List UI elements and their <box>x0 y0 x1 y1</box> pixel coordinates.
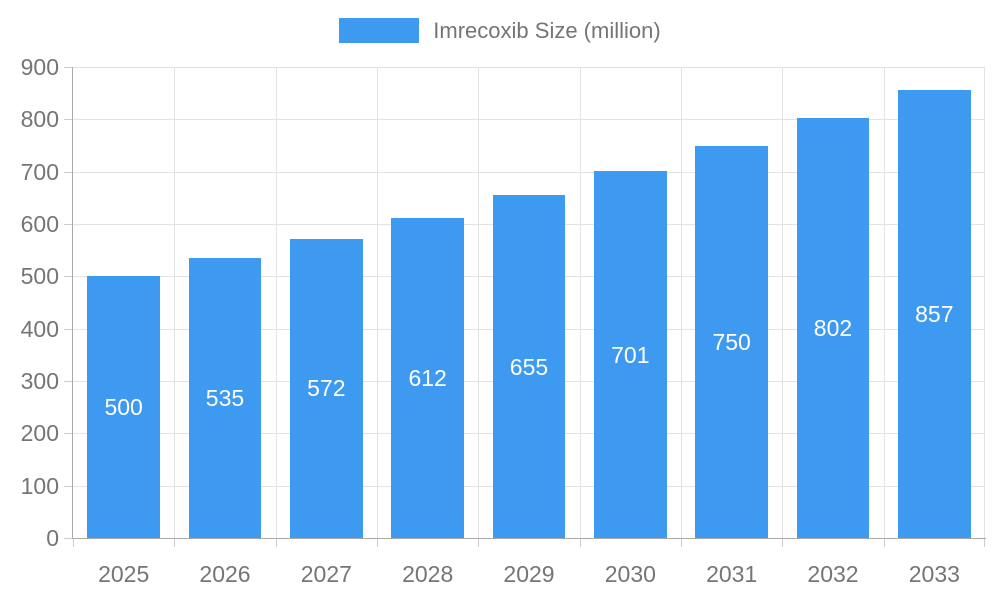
x-gridline <box>984 67 985 538</box>
bar[interactable]: 701 <box>593 171 667 538</box>
bar-value-label: 802 <box>813 315 853 342</box>
x-axis-tick <box>275 539 277 547</box>
x-axis-tick-label: 2030 <box>604 561 656 587</box>
bar-value-label: 750 <box>712 328 751 355</box>
y-axis-tick <box>64 171 72 173</box>
x-axis-tick <box>782 539 784 547</box>
x-axis-tick <box>681 539 682 547</box>
x-gridline <box>681 67 682 538</box>
x-gridline <box>883 67 885 538</box>
bar[interactable]: 612 <box>391 217 465 538</box>
y-axis-tick-label: 500 <box>20 263 59 290</box>
x-axis-tick-label: 2032 <box>807 561 859 587</box>
bar-value-label: 655 <box>509 353 549 380</box>
y-axis-tick <box>64 485 72 487</box>
y-axis-tick-label: 100 <box>20 472 59 499</box>
x-axis-tick-label: 2025 <box>98 561 150 587</box>
x-axis-tick-label: 2026 <box>199 561 251 587</box>
x-axis-tick <box>579 539 581 547</box>
x-axis-tick <box>883 539 885 547</box>
x-axis-line <box>72 538 986 539</box>
y-axis-tick <box>64 276 72 278</box>
y-axis-tick-label: 900 <box>20 54 59 80</box>
x-gridline <box>579 67 581 538</box>
x-axis-tick-label: 2031 <box>706 561 758 587</box>
x-gridline <box>782 67 784 538</box>
y-axis-tick <box>64 224 72 225</box>
bar-value-label: 572 <box>307 375 346 402</box>
legend-swatch <box>339 18 420 43</box>
x-axis-tick-label: 2033 <box>908 561 960 587</box>
bar[interactable]: 655 <box>492 195 566 538</box>
x-axis-tick <box>174 539 176 547</box>
y-axis-tick-label: 600 <box>20 211 59 237</box>
bar[interactable]: 750 <box>695 145 769 538</box>
x-axis-tick <box>984 539 985 547</box>
x-axis-tick <box>73 539 74 547</box>
y-axis-tick <box>64 119 72 121</box>
y-axis-line <box>72 67 73 538</box>
x-gridline <box>174 67 176 538</box>
x-gridline <box>478 67 480 538</box>
x-axis-tick-label: 2027 <box>300 561 352 587</box>
y-axis-tick <box>64 328 72 330</box>
bar-value-label: 612 <box>408 364 447 391</box>
bar-value-label: 500 <box>104 394 143 421</box>
x-axis-tick <box>478 539 480 547</box>
x-gridline <box>377 67 378 538</box>
chart-legend[interactable]: Imrecoxib Size (million) <box>0 18 1000 43</box>
bar-value-label: 535 <box>205 385 245 411</box>
y-gridline <box>73 119 985 121</box>
y-axis-tick-label: 0 <box>46 525 59 551</box>
bar[interactable]: 857 <box>897 89 971 538</box>
y-axis-tick-label: 700 <box>20 158 59 185</box>
bar[interactable]: 535 <box>188 258 262 538</box>
y-axis-tick-label: 800 <box>20 106 59 133</box>
bar-value-label: 701 <box>611 341 650 368</box>
x-axis-tick <box>377 539 378 547</box>
plot-area: 0 100 200 300 400 500 600 700 800 900 500 2025 535 20… <box>21 56 986 586</box>
y-axis-tick <box>64 381 72 382</box>
x-axis-tick-label: 2028 <box>402 561 454 587</box>
x-gridline <box>275 67 277 538</box>
x-axis-tick-label: 2029 <box>503 561 555 587</box>
y-axis-tick <box>64 67 72 68</box>
y-axis-tick <box>64 433 72 435</box>
y-axis-tick-label: 400 <box>20 315 59 342</box>
bar-value-label: 857 <box>915 300 954 327</box>
bar[interactable]: 572 <box>289 238 363 538</box>
y-gridline <box>73 171 985 173</box>
y-axis-tick-label: 200 <box>20 420 59 447</box>
y-gridline <box>73 67 985 68</box>
legend-label: Imrecoxib Size (million) <box>433 18 661 43</box>
y-axis-tick-label: 300 <box>20 368 59 394</box>
bar[interactable]: 802 <box>796 118 870 538</box>
bar[interactable]: 500 <box>87 276 161 538</box>
y-axis-tick <box>64 538 72 539</box>
